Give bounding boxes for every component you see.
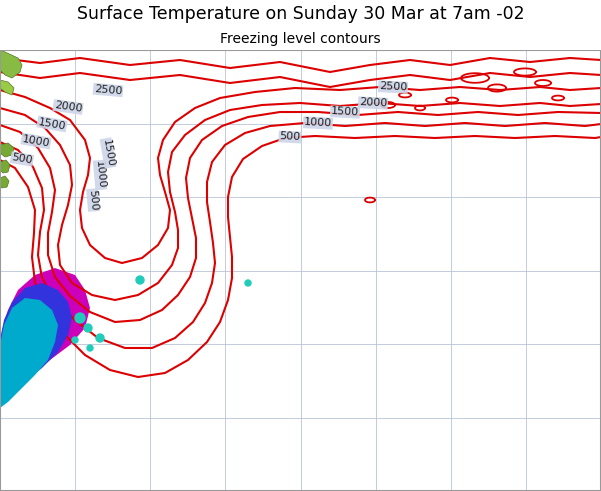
Polygon shape [0, 143, 14, 157]
Text: 1500: 1500 [100, 138, 115, 167]
Text: 1000: 1000 [304, 117, 332, 129]
Text: 500: 500 [87, 189, 99, 211]
Text: 2000: 2000 [359, 97, 387, 109]
Text: 1000: 1000 [94, 161, 106, 190]
Circle shape [72, 337, 78, 343]
Circle shape [75, 313, 85, 323]
Text: 1500: 1500 [331, 106, 359, 118]
Circle shape [84, 324, 92, 332]
Circle shape [96, 334, 104, 342]
Text: Freezing level contours: Freezing level contours [220, 32, 381, 46]
Text: 2500: 2500 [379, 82, 407, 93]
Circle shape [136, 276, 144, 284]
Text: 500: 500 [279, 132, 300, 142]
Text: 500: 500 [11, 152, 33, 166]
Text: 2500: 2500 [94, 84, 123, 96]
Polygon shape [0, 80, 14, 95]
Polygon shape [0, 268, 90, 491]
Circle shape [245, 280, 251, 286]
Text: 1000: 1000 [22, 134, 50, 148]
Text: Surface Temperature on Sunday 30 Mar at 7am -02: Surface Temperature on Sunday 30 Mar at … [77, 5, 524, 23]
Polygon shape [0, 283, 72, 491]
Polygon shape [0, 176, 9, 188]
Polygon shape [0, 160, 10, 173]
Text: 1500: 1500 [37, 117, 67, 132]
Polygon shape [0, 50, 22, 78]
Circle shape [87, 345, 93, 351]
Text: 2000: 2000 [53, 100, 82, 114]
Polygon shape [0, 298, 58, 491]
